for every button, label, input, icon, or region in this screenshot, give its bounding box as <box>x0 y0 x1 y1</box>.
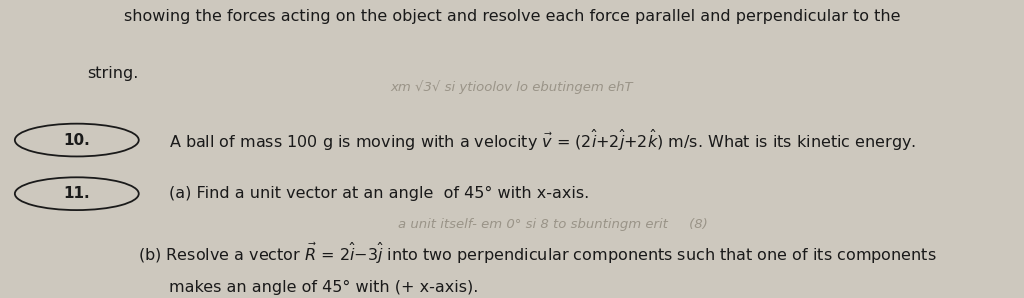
Text: xm √3√ si ytioolov lo ebutingem ehT: xm √3√ si ytioolov lo ebutingem ehT <box>391 80 633 94</box>
Text: makes an angle of 45° with (+ x-axis).: makes an angle of 45° with (+ x-axis). <box>169 280 478 295</box>
Text: 11.: 11. <box>63 186 90 201</box>
Text: string.: string. <box>87 66 138 80</box>
Text: 10.: 10. <box>63 133 90 148</box>
Text: (a) Find a unit vector at an angle  of 45° with x-axis.: (a) Find a unit vector at an angle of 45… <box>169 186 589 201</box>
Text: a unit itself- em 0° si 8 to sbuntingm erit     (8): a unit itself- em 0° si 8 to sbuntingm e… <box>398 218 708 231</box>
Text: (b) Resolve a vector $\vec{R}$ = 2$\hat{i}$−3$\hat{j}$ into two perpendicular co: (b) Resolve a vector $\vec{R}$ = 2$\hat{… <box>138 241 937 266</box>
Text: A ball of mass 100 g is moving with a velocity $\vec{v}$ = (2$\hat{i}$+2$\hat{j}: A ball of mass 100 g is moving with a ve… <box>169 128 916 153</box>
Text: showing the forces acting on the object and resolve each force parallel and perp: showing the forces acting on the object … <box>124 9 900 24</box>
